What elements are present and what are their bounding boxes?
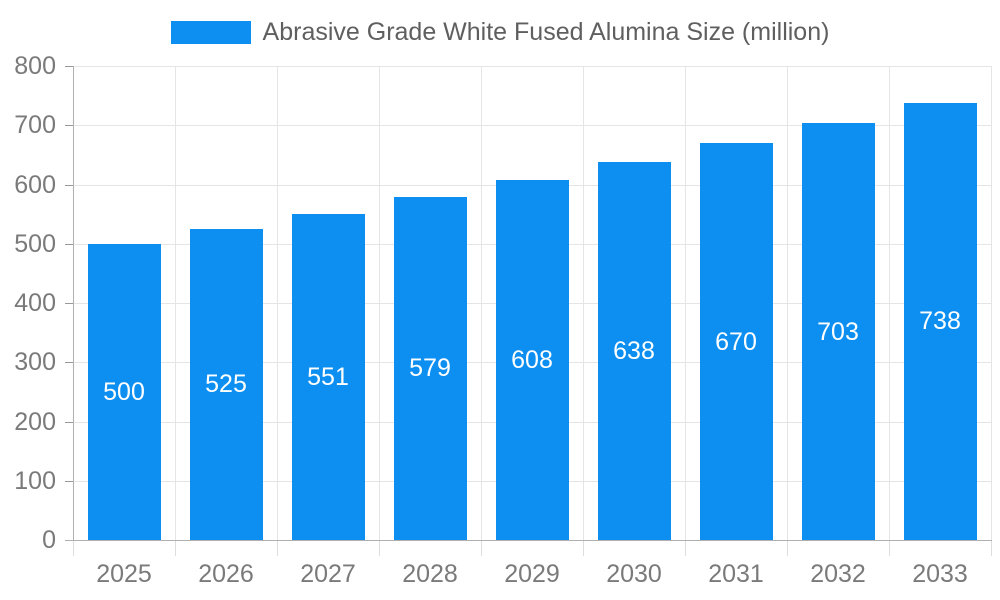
x-axis-tick xyxy=(583,541,584,556)
y-gridline xyxy=(73,125,991,127)
bar-value-label: 608 xyxy=(511,345,553,374)
bar-value-label: 703 xyxy=(817,317,859,346)
y-axis-tick xyxy=(65,362,73,364)
x-axis-line xyxy=(65,540,992,541)
x-gridline xyxy=(991,66,992,540)
bar-2028 xyxy=(393,196,467,540)
x-axis-category-label: 2032 xyxy=(810,560,866,588)
bar-value-label: 638 xyxy=(613,336,655,365)
y-axis-tick-label: 400 xyxy=(14,289,56,317)
bar-2027 xyxy=(291,213,365,540)
x-gridline xyxy=(787,66,788,540)
x-axis-category-label: 2027 xyxy=(300,560,356,588)
bar-value-label: 525 xyxy=(205,370,247,399)
bar-2033 xyxy=(903,102,977,540)
y-axis-tick xyxy=(65,66,73,67)
x-axis-tick xyxy=(685,541,686,556)
y-axis-tick xyxy=(65,480,73,482)
y-gridline xyxy=(73,66,991,67)
x-axis-tick xyxy=(481,541,482,556)
x-axis-tick xyxy=(991,541,992,556)
x-axis-category-label: 2030 xyxy=(606,560,662,588)
y-axis-tick-label: 100 xyxy=(14,466,56,495)
x-gridline xyxy=(583,66,584,540)
x-axis-tick xyxy=(379,541,380,556)
bar-2030 xyxy=(597,161,671,540)
x-axis-tick xyxy=(889,541,890,556)
y-axis-tick-label: 300 xyxy=(14,348,56,377)
y-axis-tick-label: 800 xyxy=(14,52,56,80)
y-axis-tick-label: 700 xyxy=(14,111,56,140)
bar-2029 xyxy=(495,179,569,540)
y-axis-tick-label: 0 xyxy=(42,526,56,554)
chart-legend[interactable]: Abrasive Grade White Fused Alumina Size … xyxy=(0,18,1000,47)
bar-2025 xyxy=(87,243,161,540)
x-gridline xyxy=(481,66,482,540)
bar-value-label: 738 xyxy=(919,307,961,336)
bar-value-label: 579 xyxy=(409,354,451,383)
x-axis-category-label: 2033 xyxy=(912,560,968,588)
y-axis-line xyxy=(73,66,74,541)
x-axis-tick xyxy=(277,541,278,556)
bar-2026 xyxy=(189,228,263,540)
y-axis-tick-label: 500 xyxy=(14,229,56,258)
legend-label: Abrasive Grade White Fused Alumina Size … xyxy=(262,18,830,46)
bar-value-label: 500 xyxy=(103,377,145,406)
y-axis-tick xyxy=(65,125,73,127)
y-axis-tick xyxy=(65,421,73,423)
y-axis-tick xyxy=(65,184,73,186)
x-axis-category-label: 2031 xyxy=(708,560,764,588)
x-axis-tick xyxy=(73,541,74,556)
x-axis-category-label: 2029 xyxy=(504,560,560,588)
y-axis-tick xyxy=(65,243,73,245)
x-gridline xyxy=(685,66,686,540)
y-axis-tick-label: 600 xyxy=(14,170,56,199)
x-axis-category-label: 2028 xyxy=(402,560,458,588)
x-gridline xyxy=(379,66,380,540)
y-axis-tick-label: 200 xyxy=(14,407,56,436)
x-axis-category-label: 2025 xyxy=(96,560,152,588)
bar-2031 xyxy=(699,143,773,540)
bar-value-label: 551 xyxy=(307,362,349,391)
legend-swatch-icon xyxy=(170,21,251,44)
bar-2032 xyxy=(801,123,875,540)
x-axis-tick xyxy=(175,541,176,556)
bar-value-label: 670 xyxy=(715,327,757,356)
x-gridline xyxy=(175,66,176,540)
x-axis-category-label: 2026 xyxy=(198,560,254,588)
x-axis-tick xyxy=(787,541,788,556)
x-gridline xyxy=(889,66,890,540)
y-axis-tick xyxy=(65,303,73,304)
x-gridline xyxy=(277,66,278,540)
